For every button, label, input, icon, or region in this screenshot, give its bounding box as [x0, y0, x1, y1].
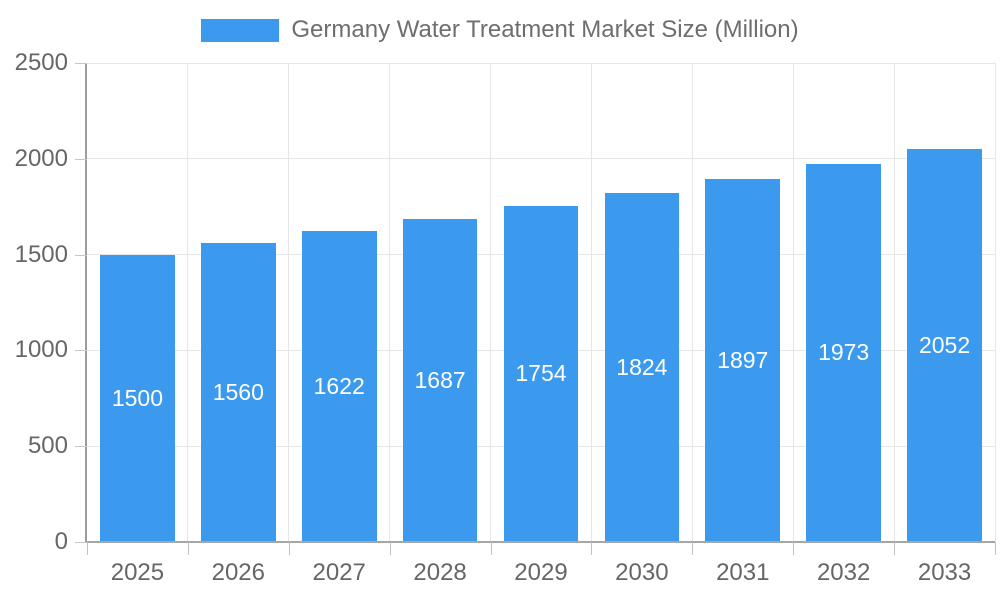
x-axis-label: 2028 — [413, 559, 467, 586]
y-axis-label: 1000 — [14, 336, 68, 364]
v-gridline — [288, 63, 290, 542]
y-axis-tick — [75, 158, 87, 160]
x-axis-tick — [894, 542, 896, 555]
bar-value-label: 1824 — [616, 353, 668, 380]
bar: 1824 — [604, 192, 680, 542]
y-axis-label: 0 — [54, 528, 68, 555]
bar-value-label: 1560 — [212, 379, 264, 406]
y-axis-label: 2000 — [14, 144, 68, 172]
bar-slot: 1622 — [289, 63, 390, 542]
x-axis-label: 2025 — [110, 559, 165, 586]
x-axis-tick — [793, 542, 795, 555]
x-axis-label: 2033 — [917, 559, 972, 586]
bar: 1500 — [100, 254, 175, 542]
bar-value-label: 1973 — [818, 339, 870, 366]
y-axis-line — [85, 63, 87, 542]
x-axis-label: 2027 — [312, 559, 366, 586]
x-axis-tick — [288, 542, 290, 555]
bar-slot: 1687 — [390, 63, 491, 542]
x-axis-line — [87, 541, 995, 543]
x-axis-label: 2032 — [816, 559, 871, 586]
bar-slot: 2052 — [894, 63, 995, 542]
y-axis-label: 2500 — [14, 49, 68, 76]
y-axis-tick — [75, 63, 87, 64]
legend-swatch — [201, 18, 280, 42]
bar-slot: 1560 — [188, 63, 289, 542]
bar: 1687 — [402, 218, 478, 542]
bar-slot: 1897 — [692, 63, 793, 542]
bar-slot: 1824 — [591, 63, 692, 542]
v-gridline — [389, 63, 391, 542]
chart-legend[interactable]: Germany Water Treatment Market Size (Mil… — [0, 16, 1000, 44]
plot-area: 1500 1560 1622 1687 1754 1824 1897 1973 2052 — [87, 62, 996, 542]
bar: 1622 — [301, 231, 377, 542]
x-axis-label: 2026 — [211, 559, 265, 586]
y-axis-label: 1500 — [14, 240, 68, 268]
bar: 1754 — [503, 205, 579, 542]
legend-title: Germany Water Treatment Market Size (Mil… — [291, 16, 799, 43]
x-axis-tick — [389, 542, 391, 555]
bar-slot: 1500 — [87, 63, 188, 542]
v-gridline — [490, 63, 492, 542]
x-axis-label: 2030 — [615, 559, 669, 586]
y-axis-tick — [75, 350, 87, 352]
x-axis-tick — [692, 542, 694, 555]
v-gridline — [691, 63, 693, 542]
bar-value-label: 1687 — [414, 366, 466, 393]
x-axis-tick — [87, 542, 88, 555]
bar: 1973 — [806, 163, 881, 542]
bar-slot: 1973 — [793, 63, 894, 542]
y-axis-label: 500 — [27, 432, 68, 460]
h-gridline — [87, 158, 995, 160]
v-gridline — [187, 63, 189, 542]
bar-value-label: 1754 — [515, 360, 567, 387]
x-axis-tick — [995, 542, 996, 555]
bar-slot: 1754 — [491, 63, 592, 542]
v-gridline — [893, 63, 895, 542]
x-axis-tick — [591, 542, 593, 555]
bar-value-label: 1622 — [313, 373, 365, 400]
x-axis-label: 2029 — [514, 559, 568, 586]
v-gridline — [792, 63, 794, 542]
bar: 2052 — [907, 148, 982, 542]
y-axis-tick — [75, 542, 87, 543]
bar: 1560 — [200, 243, 276, 542]
v-gridline — [590, 63, 592, 542]
bar: 1897 — [705, 178, 781, 542]
x-axis-label: 2031 — [716, 559, 770, 586]
bar-value-label: 2052 — [918, 331, 971, 358]
v-gridline — [994, 63, 996, 542]
h-gridline — [87, 62, 995, 64]
y-axis-tick — [75, 446, 87, 448]
bar-value-label: 1897 — [717, 346, 769, 373]
x-axis-tick — [187, 542, 189, 555]
bar-value-label: 1500 — [111, 384, 164, 411]
y-axis-tick — [75, 254, 87, 256]
x-axis-tick — [490, 542, 492, 555]
